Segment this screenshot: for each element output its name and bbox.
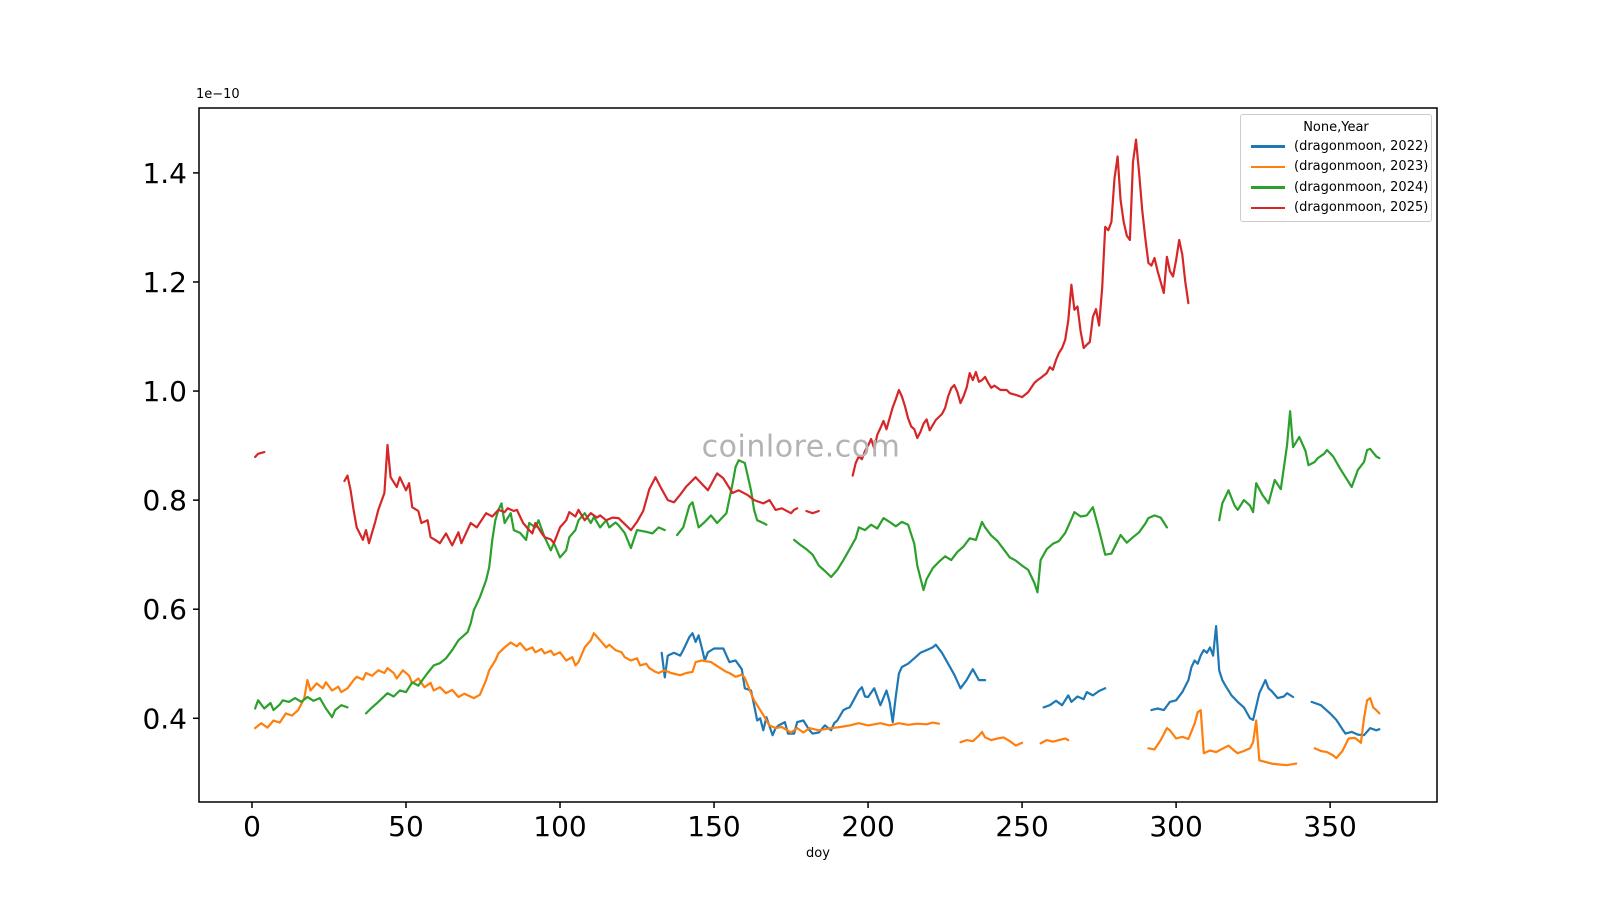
x-axis-label: doy [806,846,830,861]
x-tick-label: 50 [388,810,424,843]
series-line-dragonmoon-2025 [254,451,266,459]
y-tick-label: 0.6 [142,593,187,626]
legend-entry: (dragonmoon, 2022) [1241,136,1431,157]
series-line-dragonmoon-2024 [364,502,666,715]
series-line-dragonmoon-2022 [1150,625,1295,721]
x-tick-label: 300 [1149,810,1202,843]
series-line-dragonmoon-2022 [1310,700,1381,737]
legend-line-swatch-2022 [1251,145,1285,148]
x-tick-label: 100 [533,810,586,843]
legend-entry: (dragonmoon, 2025) [1241,198,1431,219]
legend-entry: (dragonmoon, 2024) [1241,177,1431,198]
legend-line-swatch-2024 [1251,186,1285,189]
series-line-dragonmoon-2023 [1147,709,1298,767]
legend-entry-label: (dragonmoon, 2025) [1294,200,1429,216]
series-line-dragonmoon-2025 [851,138,1190,477]
legend-line-swatch-2023 [1251,165,1285,168]
series-line-dragonmoon-2023 [254,632,940,734]
series-line-dragonmoon-2023 [1039,737,1070,745]
series-line-dragonmoon-2024 [1218,410,1381,522]
legend: None,Year (dragonmoon, 2022) (dragonmoon… [1240,114,1432,222]
y-tick-label: 0.4 [142,702,187,735]
series-line-dragonmoon-2023 [959,730,1024,747]
x-tick-label: 150 [687,810,740,843]
y-tick-label: 1.2 [142,266,187,299]
legend-entry-label: (dragonmoon, 2024) [1294,179,1429,195]
y-tick-label: 1.4 [142,157,187,190]
legend-line-swatch-2025 [1251,206,1285,209]
series-line-dragonmoon-2022 [1042,687,1107,709]
y-tick-label: 0.8 [142,484,187,517]
legend-entry: (dragonmoon, 2023) [1241,157,1431,178]
series-line-dragonmoon-2022 [660,632,987,737]
series-line-dragonmoon-2025 [805,509,820,515]
x-tick-label: 200 [841,810,894,843]
series-line-dragonmoon-2025 [343,443,799,547]
y-axis-offset-text: 1e−10 [196,87,240,102]
x-tick-label: 250 [995,810,1048,843]
series-line-dragonmoon-2024 [793,506,1168,594]
series-line-dragonmoon-2024 [254,695,349,719]
legend-entry-label: (dragonmoon, 2022) [1294,138,1429,154]
legend-title: None,Year [1303,120,1369,135]
series-line-dragonmoon-2024 [676,459,768,537]
plot-border [198,107,1438,803]
y-tick-label: 1.0 [142,375,187,408]
watermark: coinlore.com [701,429,901,465]
x-tick-label: 0 [243,810,261,843]
legend-entry-label: (dragonmoon, 2023) [1294,159,1429,175]
x-tick-label: 350 [1303,810,1356,843]
series-line-dragonmoon-2023 [1313,697,1381,760]
